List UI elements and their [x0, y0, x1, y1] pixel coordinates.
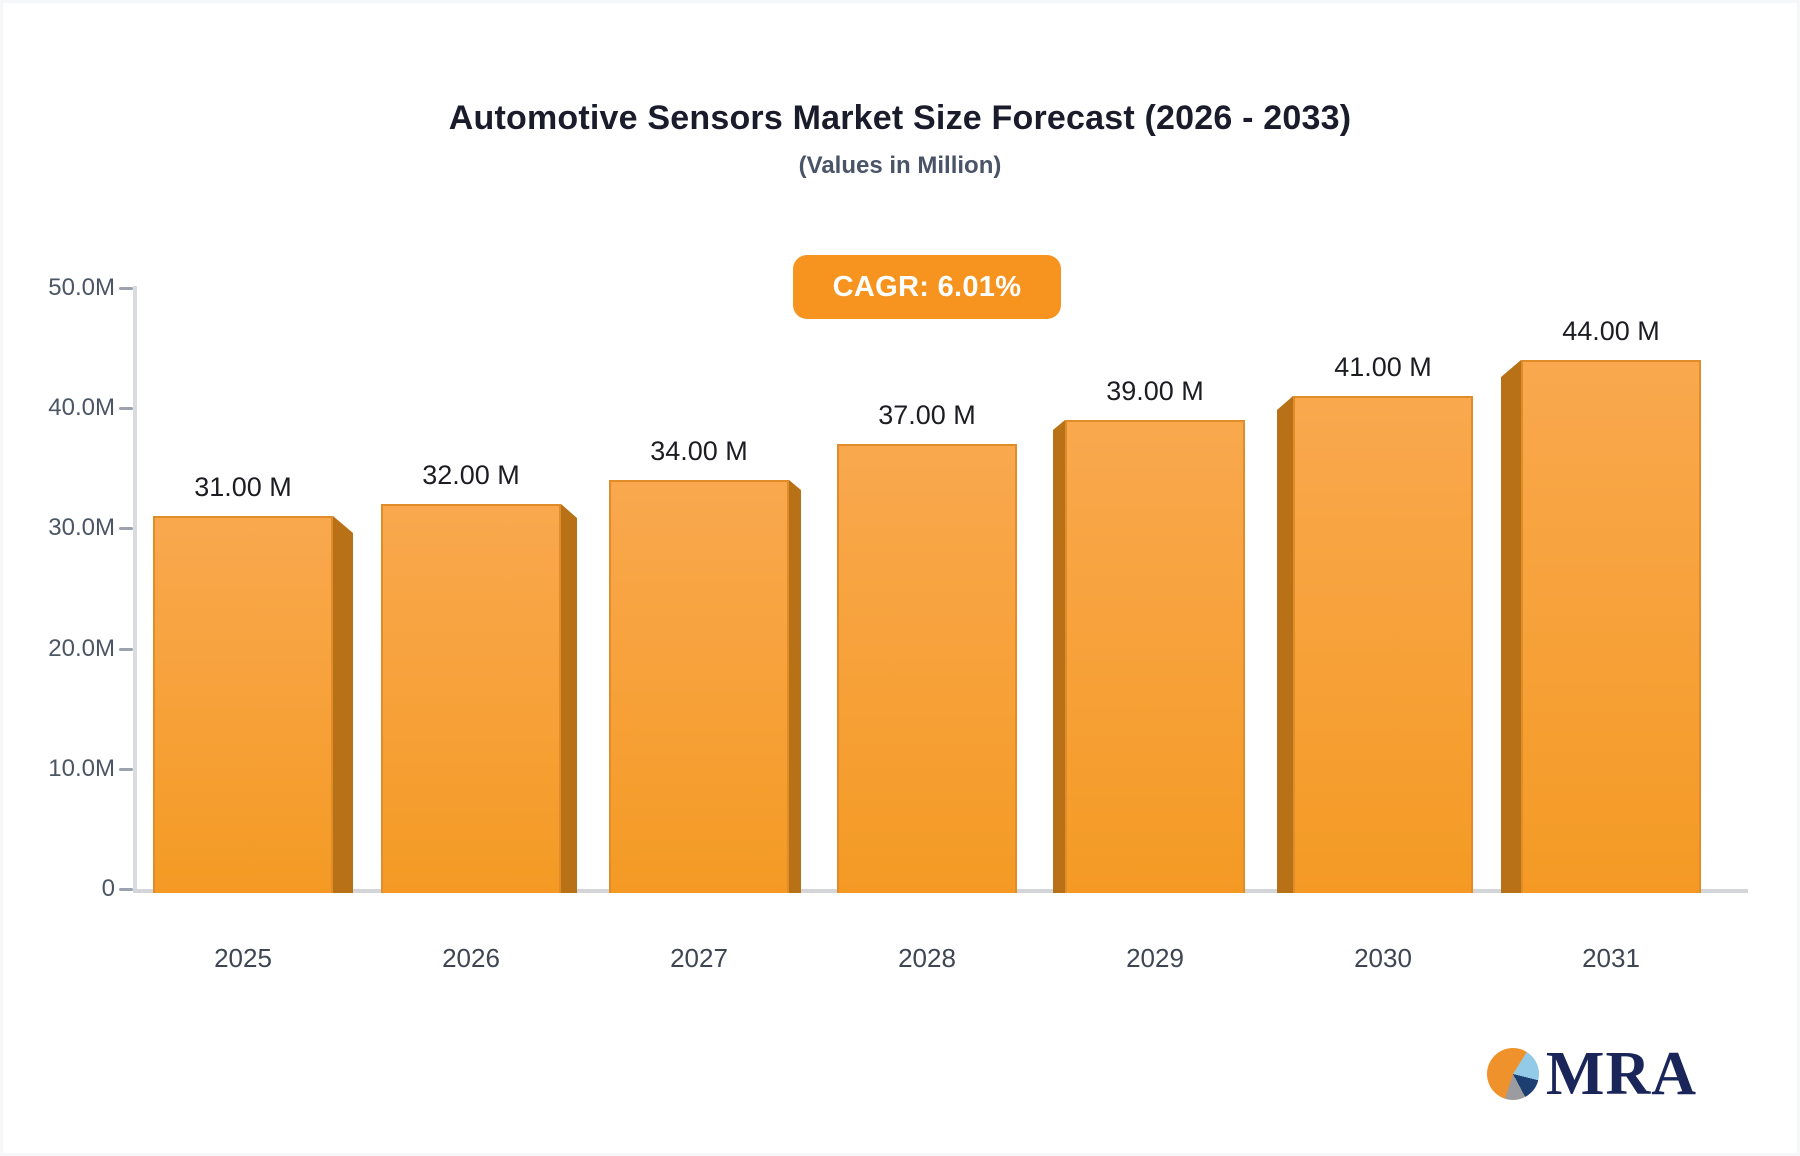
chart-subtitle: (Values in Million)	[798, 152, 1002, 179]
bar-value-label: 32.00 M	[422, 460, 520, 490]
y-tick-mark	[119, 888, 133, 891]
bar-value-label: 37.00 M	[878, 400, 976, 430]
y-tick-label: 50.0M	[48, 274, 115, 301]
bar	[1521, 360, 1701, 893]
bar-value-label: 31.00 M	[194, 472, 292, 502]
x-axis-label: 2029	[1126, 943, 1184, 973]
bar-value-label: 44.00 M	[1562, 316, 1660, 346]
bar-side-3d	[1053, 420, 1065, 893]
y-tick-mark	[119, 647, 133, 651]
bar	[609, 480, 789, 893]
y-tick-mark	[119, 287, 133, 290]
x-axis-label: 2026	[442, 943, 500, 973]
bar-side-3d	[789, 480, 801, 893]
y-tick-mark	[119, 767, 133, 771]
cagr-badge: CAGR: 6.01%	[793, 255, 1061, 319]
bar	[381, 504, 561, 893]
y-tick-label: 40.0M	[48, 394, 115, 422]
x-axis-label: 2031	[1582, 943, 1640, 973]
bar-value-label: 41.00 M	[1334, 352, 1432, 382]
x-axis-label: 2028	[898, 943, 956, 973]
bar-side-3d	[333, 516, 353, 893]
x-axis-label: 2030	[1354, 943, 1412, 973]
bar	[1065, 420, 1245, 893]
bar-side-3d	[1501, 360, 1521, 893]
y-tick-mark	[119, 407, 133, 411]
brand-logo: MRA	[1486, 1040, 1697, 1108]
bar-chart: 0 10.0M 20.0M 30.0M 40.0M 50.0M 31.00 M 32.00 …	[3, 3, 1797, 1153]
bar	[837, 444, 1017, 893]
y-tick-label: 30.0M	[48, 514, 115, 542]
bar	[1293, 396, 1473, 893]
y-tick-label: 20.0M	[48, 634, 115, 662]
x-axis-label: 2025	[214, 943, 272, 973]
cagr-badge-label: CAGR: 6.01%	[832, 270, 1022, 303]
pie-chart-logo-icon	[1486, 1048, 1539, 1100]
bar-value-label: 39.00 M	[1106, 376, 1204, 406]
y-tick-mark	[119, 527, 133, 531]
bar-value-label: 34.00 M	[650, 436, 748, 466]
y-tick-label: 10.0M	[48, 754, 115, 782]
x-axis-label: 2027	[670, 943, 728, 973]
y-tick-label: 0	[101, 875, 115, 902]
brand-logo-text: MRA	[1545, 1040, 1697, 1108]
bar-side-3d	[1277, 396, 1293, 893]
bar-side-3d	[561, 504, 577, 893]
y-axis-line	[133, 286, 137, 893]
bar	[153, 516, 333, 893]
chart-title: Automotive Sensors Market Size Forecast …	[448, 99, 1352, 137]
